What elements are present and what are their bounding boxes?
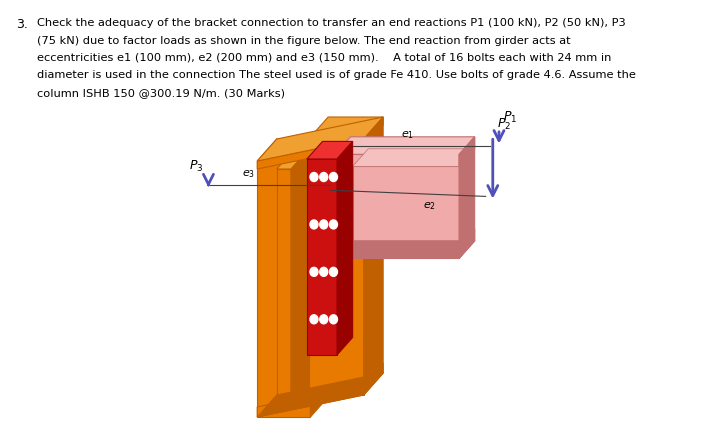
Polygon shape [459, 138, 475, 167]
Circle shape [310, 173, 318, 182]
Polygon shape [309, 118, 383, 140]
Circle shape [320, 268, 328, 277]
Polygon shape [257, 161, 311, 417]
Polygon shape [257, 385, 363, 417]
Polygon shape [257, 373, 383, 417]
Polygon shape [309, 140, 363, 395]
Circle shape [329, 268, 338, 277]
Circle shape [329, 220, 338, 229]
Polygon shape [277, 148, 311, 170]
Circle shape [310, 220, 318, 229]
Polygon shape [337, 142, 353, 355]
Polygon shape [257, 140, 330, 161]
Polygon shape [277, 170, 291, 409]
Circle shape [329, 315, 338, 324]
Polygon shape [335, 247, 459, 259]
Circle shape [329, 173, 338, 182]
Polygon shape [353, 167, 459, 247]
Polygon shape [291, 148, 311, 409]
Circle shape [320, 220, 328, 229]
Polygon shape [307, 160, 337, 355]
Polygon shape [363, 363, 383, 395]
Polygon shape [257, 118, 383, 161]
Text: $e_1$: $e_1$ [401, 130, 415, 141]
Polygon shape [363, 118, 383, 395]
Polygon shape [257, 140, 363, 170]
Circle shape [320, 315, 328, 324]
Text: eccentricities e1 (100 mm), e2 (200 mm) and e3 (150 mm).    A total of 16 bolts : eccentricities e1 (100 mm), e2 (200 mm) … [37, 53, 611, 63]
Text: (75 kN) due to factor loads as shown in the figure below. The end reaction from : (75 kN) due to factor loads as shown in … [37, 35, 571, 46]
Polygon shape [459, 229, 475, 259]
Polygon shape [307, 142, 353, 160]
Text: $e_2$: $e_2$ [423, 199, 437, 211]
Text: diameter is used in the connection The steel used is of grade Fe 410. Use bolts : diameter is used in the connection The s… [37, 70, 636, 81]
Polygon shape [335, 155, 459, 167]
Polygon shape [311, 140, 330, 417]
Circle shape [310, 268, 318, 277]
Text: 3.: 3. [16, 18, 28, 31]
Text: $e_3$: $e_3$ [242, 168, 255, 180]
Text: $P_3$: $P_3$ [189, 158, 203, 173]
Polygon shape [363, 118, 383, 148]
Polygon shape [353, 150, 475, 167]
Circle shape [320, 173, 328, 182]
Text: Check the adequacy of the bracket connection to transfer an end reactions P1 (10: Check the adequacy of the bracket connec… [37, 18, 626, 28]
Text: $P_2$: $P_2$ [497, 117, 511, 132]
Circle shape [310, 315, 318, 324]
Polygon shape [335, 241, 475, 259]
Polygon shape [459, 138, 475, 259]
Text: column ISHB 150 @300.19 N/m. (30 Marks): column ISHB 150 @300.19 N/m. (30 Marks) [37, 88, 285, 98]
Text: $P_1$: $P_1$ [503, 109, 518, 125]
Polygon shape [335, 138, 475, 155]
